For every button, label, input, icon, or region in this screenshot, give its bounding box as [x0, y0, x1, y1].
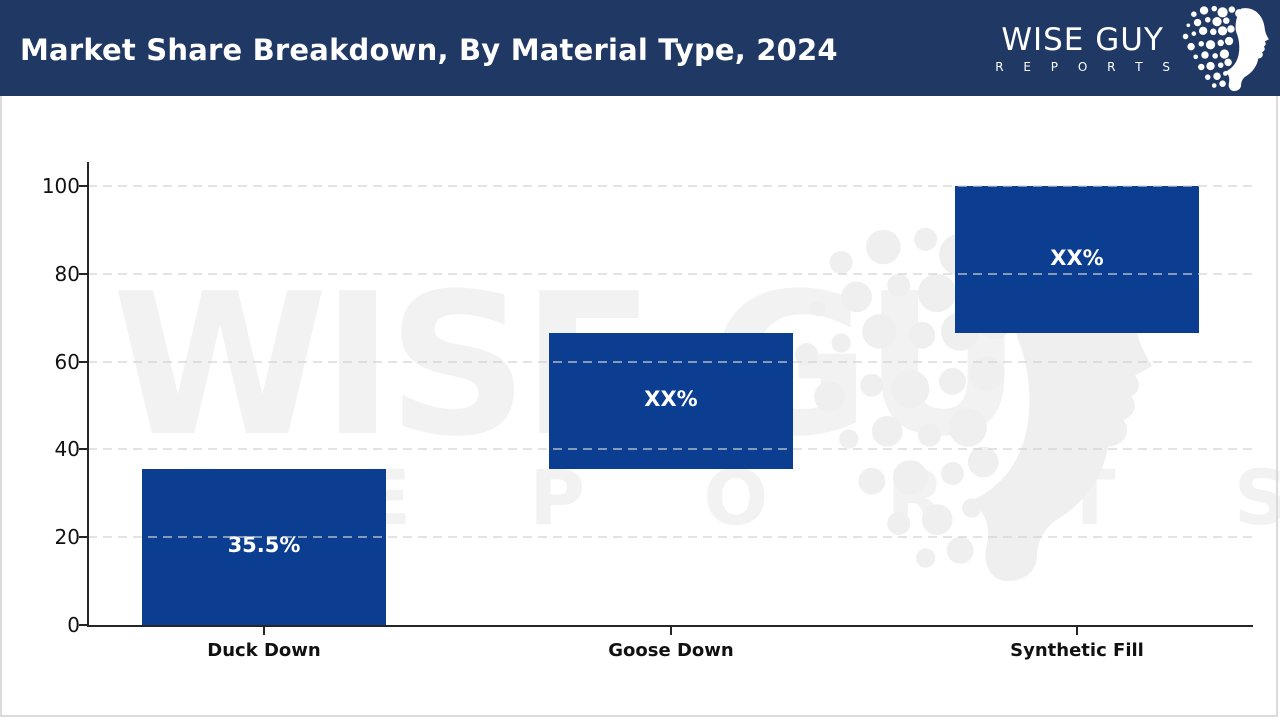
x-axis-category-label: Duck Down: [207, 640, 321, 661]
bar-segment: [142, 469, 386, 625]
y-axis-label: 100: [10, 174, 80, 210]
brand-logo-text: WISE GUY R E P O R T S: [987, 22, 1178, 74]
y-axis-label: 0: [10, 613, 80, 649]
gridline: [88, 536, 1253, 539]
gridline: [88, 360, 1253, 363]
bar-value-label: XX%: [644, 387, 698, 412]
y-axis-tick: [79, 360, 87, 363]
x-axis-line: [87, 625, 1253, 627]
gridline: [88, 272, 1253, 275]
brand-logo: WISE GUY R E P O R T S: [995, 0, 1274, 96]
gridline: [88, 448, 1253, 451]
y-axis-label-text: 0: [67, 613, 80, 637]
bar-value-label: XX%: [1050, 245, 1104, 270]
y-axis-label-text: 100: [41, 174, 80, 198]
x-axis-category-label: Goose Down: [608, 640, 734, 661]
x-axis-category-label: Synthetic Fill: [1010, 640, 1144, 661]
y-axis-tick: [79, 536, 87, 539]
y-axis-label-text: 20: [54, 525, 80, 550]
gridline: [88, 185, 1253, 187]
y-axis-tick: [79, 624, 87, 626]
y-axis-tick: [79, 448, 87, 451]
y-axis-label: 80: [10, 262, 80, 298]
y-axis-label: 40: [10, 437, 80, 473]
bar-segment: [549, 333, 793, 470]
y-axis-line: [87, 162, 89, 627]
page-title: Market Share Breakdown, By Material Type…: [20, 33, 838, 67]
y-axis-tick: [79, 185, 87, 187]
y-axis-label-text: 60: [54, 349, 80, 374]
y-axis-tick: [79, 272, 87, 275]
header-bar: Market Share Breakdown, By Material Type…: [0, 0, 1280, 96]
bar-segment: [955, 186, 1199, 334]
x-axis-tick: [670, 627, 672, 635]
brand-subname: R E P O R T S: [995, 60, 1178, 74]
x-axis-tick: [1076, 627, 1078, 635]
y-axis-label-text: 40: [54, 437, 80, 462]
x-axis-tick: [263, 627, 265, 635]
y-axis-label: 20: [10, 525, 80, 561]
brand-head-logo-icon: [1182, 5, 1269, 92]
y-axis-label: 60: [10, 350, 80, 386]
brand-name: WISE GUY: [1001, 22, 1164, 58]
y-axis-label-text: 80: [54, 261, 80, 286]
